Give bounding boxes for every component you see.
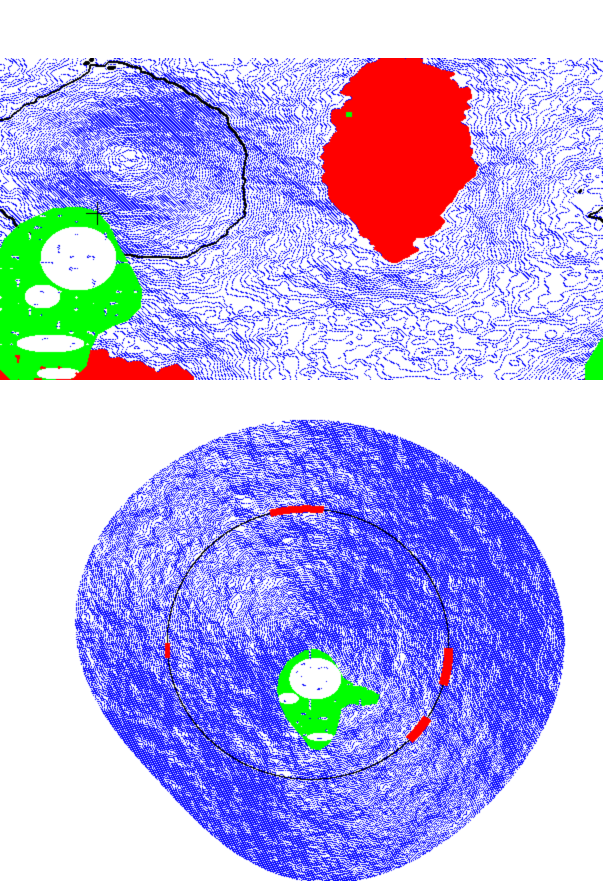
cylindrical-projection-panel: [0, 58, 603, 380]
top-panel-canvas: [0, 58, 603, 380]
bottom-panel-canvas: [0, 400, 603, 881]
polar-stereographic-panel: [0, 400, 603, 881]
